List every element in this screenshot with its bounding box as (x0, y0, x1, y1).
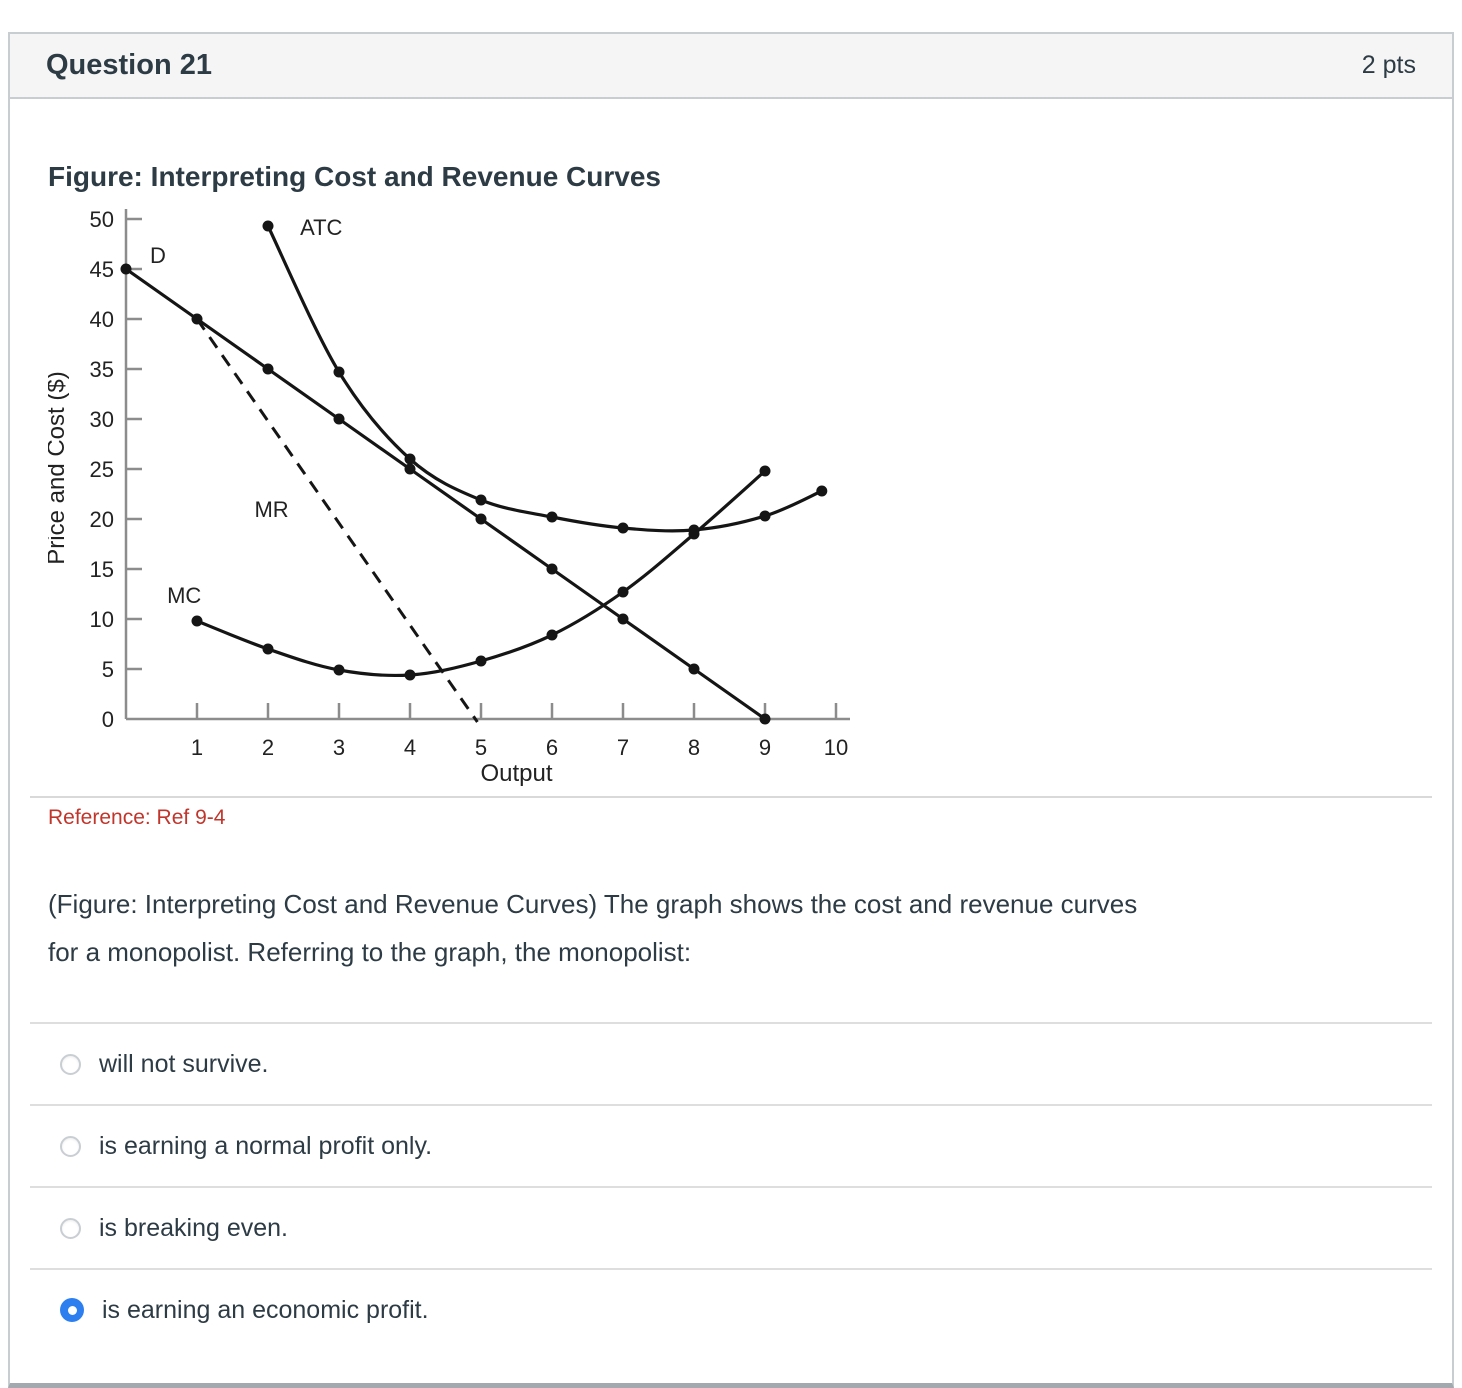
answer-option-4[interactable]: is earning an economic profit. (30, 1268, 1432, 1350)
svg-text:0: 0 (102, 707, 114, 732)
answer-options: will not survive. is earning a normal pr… (30, 1022, 1432, 1350)
svg-text:20: 20 (90, 507, 114, 532)
curve-D (125, 267, 766, 721)
question-card: Question 21 2 pts Figure: Interpreting C… (8, 32, 1454, 1388)
question-text-line2: for a monopolist. Referring to the graph… (48, 937, 692, 967)
figure-divider (30, 796, 1432, 798)
svg-text:25: 25 (90, 457, 114, 482)
question-points: 2 pts (1361, 51, 1416, 79)
curve-label-MR: MR (254, 497, 288, 522)
svg-text:8: 8 (688, 735, 700, 760)
svg-text:5: 5 (102, 657, 114, 682)
svg-text:5: 5 (475, 735, 487, 760)
answer-option-2[interactable]: is earning a normal profit only. (30, 1104, 1432, 1186)
svg-text:2: 2 (262, 735, 274, 760)
answer-option-1[interactable]: will not survive. (30, 1022, 1432, 1104)
radio-button-icon[interactable] (60, 1298, 84, 1322)
svg-text:3: 3 (333, 735, 345, 760)
curve-MC-markers (191, 465, 771, 681)
svg-text:30: 30 (90, 407, 114, 432)
svg-text:45: 45 (90, 257, 114, 282)
svg-text:50: 50 (90, 207, 114, 232)
y-axis-label: Price and Cost ($) (48, 371, 70, 564)
answer-option-label: is earning a normal profit only. (99, 1132, 433, 1160)
svg-text:6: 6 (546, 735, 558, 760)
svg-text:9: 9 (759, 735, 771, 760)
radio-button-icon[interactable] (60, 1217, 81, 1239)
radio-button-icon[interactable] (60, 1053, 81, 1075)
curve-label-D: D (150, 243, 166, 268)
svg-text:10: 10 (90, 607, 114, 632)
curve-D-markers (120, 263, 771, 725)
question-title: Question 21 (46, 49, 212, 81)
radio-button-icon[interactable] (60, 1135, 81, 1157)
curve-label-MC: MC (167, 583, 201, 608)
question-body: Figure: Interpreting Cost and Revenue Cu… (10, 99, 1452, 1383)
svg-text:15: 15 (90, 557, 114, 582)
answer-option-label: is breaking even. (99, 1214, 289, 1242)
curve-MR (195, 318, 479, 723)
svg-text:35: 35 (90, 357, 114, 382)
figure-reference: Reference: Ref 9-4 (48, 806, 226, 829)
curve-ATC (266, 225, 823, 533)
curve-ATC-markers (262, 220, 828, 536)
svg-text:40: 40 (90, 307, 114, 332)
x-axis-label: Output (480, 760, 552, 787)
svg-text:1: 1 (191, 735, 203, 760)
svg-text:4: 4 (404, 735, 416, 760)
answer-option-label: will not survive. (99, 1050, 269, 1078)
question-header: Question 21 2 pts (10, 34, 1452, 99)
answer-option-label: is earning an economic profit. (102, 1296, 429, 1324)
figure-title: Figure: Interpreting Cost and Revenue Cu… (48, 161, 661, 192)
answer-option-3[interactable]: is breaking even. (30, 1186, 1432, 1268)
question-text-line1: (Figure: Interpreting Cost and Revenue C… (48, 889, 1138, 919)
curve-label-ATC: ATC (300, 215, 342, 240)
svg-text:7: 7 (617, 735, 629, 760)
question-text: (Figure: Interpreting Cost and Revenue C… (48, 880, 1432, 976)
svg-text:10: 10 (824, 735, 848, 760)
